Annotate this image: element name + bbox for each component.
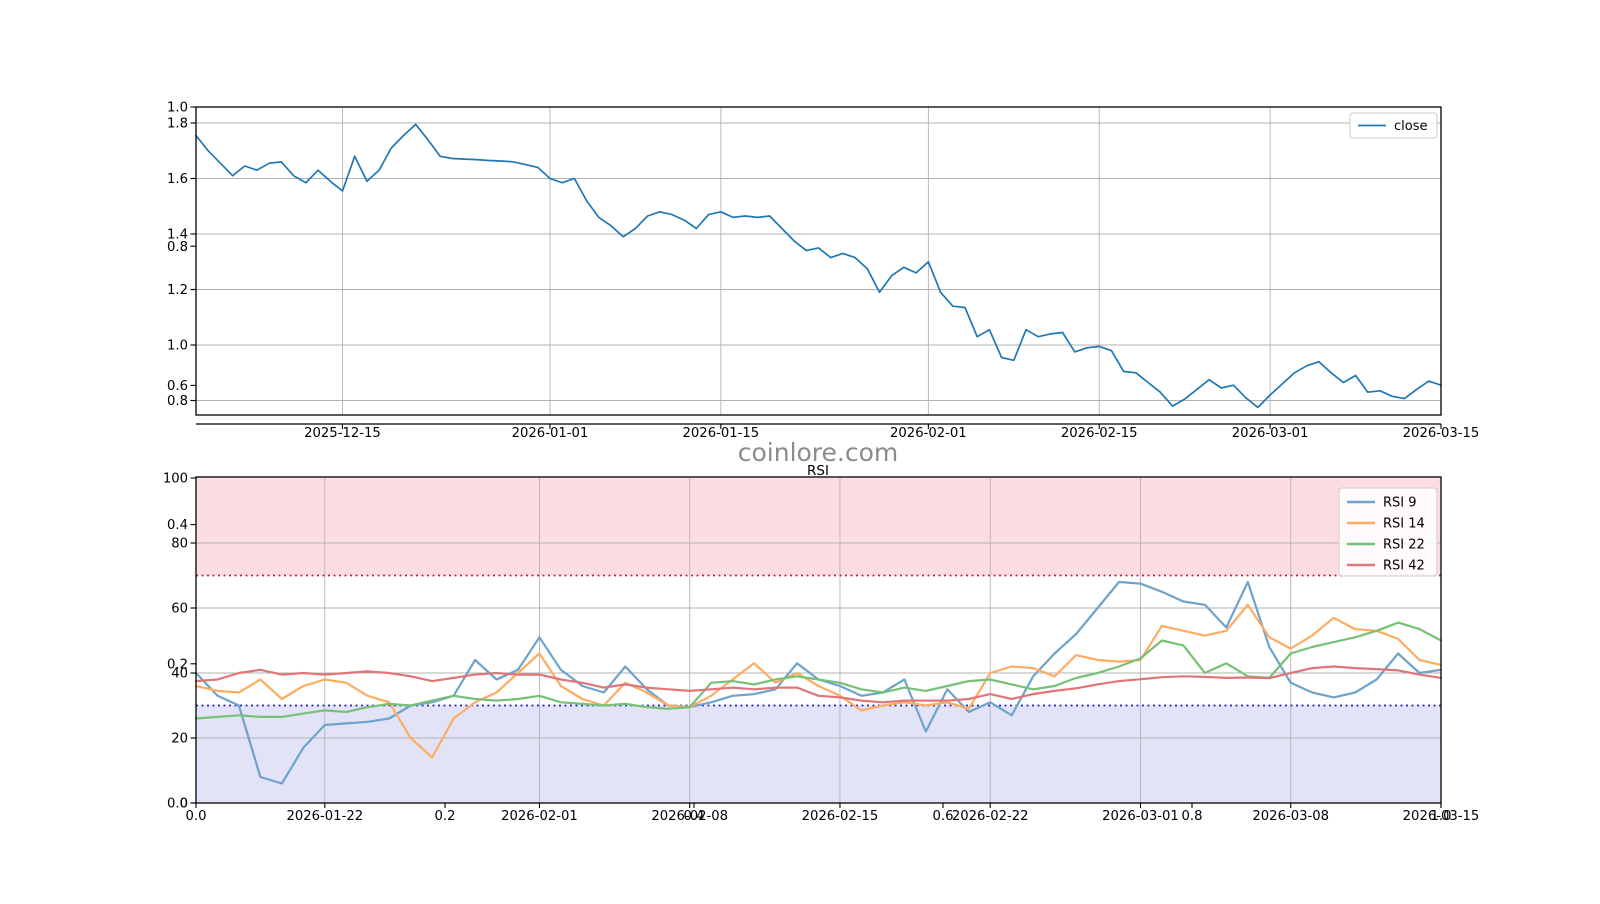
rsi-bands [196,477,1441,803]
rsi-y-label: 40 [171,667,188,682]
rsi-legend-label: RSI 14 [1383,517,1425,532]
rsi-x-label: 2026-02-15 [802,809,879,824]
price-legend-label: close [1394,119,1427,134]
rsi-legend-label: RSI 42 [1383,559,1425,574]
rsi-x-label: 2026-01-22 [286,809,363,824]
rsi-rsi-22-line [194,621,1443,720]
rsi-y-label: 100 [163,472,188,487]
rsi-x-label: 2026-03-08 [1252,809,1329,824]
price-x-label: 2026-03-01 [1232,426,1309,441]
rsi-x-label: 2026-02-01 [501,809,578,824]
price-x-label: 2025-12-15 [304,426,381,441]
legends: close RSI 9 RSI 14 RSI 22 RSI 42 [1338,112,1438,577]
rsi-legend-box [1338,487,1438,577]
overlay-y-label: 1.0 [167,101,188,116]
price-x-label: 2026-03-15 [1403,426,1480,441]
overlay-x-label: 0.6 [933,809,954,824]
overlay-y-label: 0.6 [167,379,188,394]
price-y-label: 1.4 [167,228,188,243]
price-y-label: 1.0 [167,339,188,354]
rsi-x-label: 2026-02-08 [651,809,728,824]
overbought-band [196,477,1441,576]
price-y-label: 0.8 [167,394,188,409]
price-plot-border [195,106,1442,416]
threshold-lines [196,574,1441,707]
rsi-legend-label: RSI 9 [1383,496,1417,511]
overlay-x-label: 0.2 [435,809,456,824]
price-y-label: 1.2 [167,283,188,298]
overlay-x-label: 0.8 [1182,809,1203,824]
rsi-y-label: 80 [171,537,188,552]
axes-spines [195,106,1442,804]
watermark: coinlore.com [738,438,899,467]
rsi-x-label: 2026-02-22 [952,809,1029,824]
overlay-x-label: 0.0 [186,809,207,824]
close-line [195,123,1442,409]
price-x-label: 2026-02-15 [1061,426,1138,441]
oversold-band [196,705,1441,803]
price-y-label: 1.8 [167,117,188,132]
overlay-y-label: 0.0 [167,797,188,812]
price-legend-box [1349,112,1438,139]
rsi-x-label: 2026-03-15 [1403,809,1480,824]
overlay-x-label: 0.4 [684,809,705,824]
rsi-panel-title: RSI [807,463,829,479]
overlay-y-label: 0.4 [167,518,188,533]
data-series [194,123,1443,785]
rsi-legend: RSI 9 RSI 14 RSI 22 RSI 42 [1338,487,1438,577]
price-x-label: 2026-01-01 [512,426,589,441]
price-x-label: 2026-02-01 [890,426,967,441]
rsi-rsi-14-line [194,603,1443,759]
price-x-label: 2026-01-15 [683,426,760,441]
tick-marks [190,106,1442,808]
overlay-y-label: 0.2 [167,657,188,672]
rsi-y-label: 60 [171,602,188,617]
rsi-y-label: 0 [180,797,188,812]
price-y-label: 1.6 [167,172,188,187]
overlay-y-label: 0.8 [167,240,188,255]
rsi-legend-label: RSI 22 [1383,538,1425,553]
overlay-x-label: 1.0 [1431,809,1452,824]
rsi-plot-border [195,476,1442,804]
rsi-x-label: 2026-03-01 [1102,809,1179,824]
rsi-rsi-42-line [194,665,1443,704]
price-legend: close [1349,112,1438,139]
rsi-y-label: 20 [171,732,188,747]
